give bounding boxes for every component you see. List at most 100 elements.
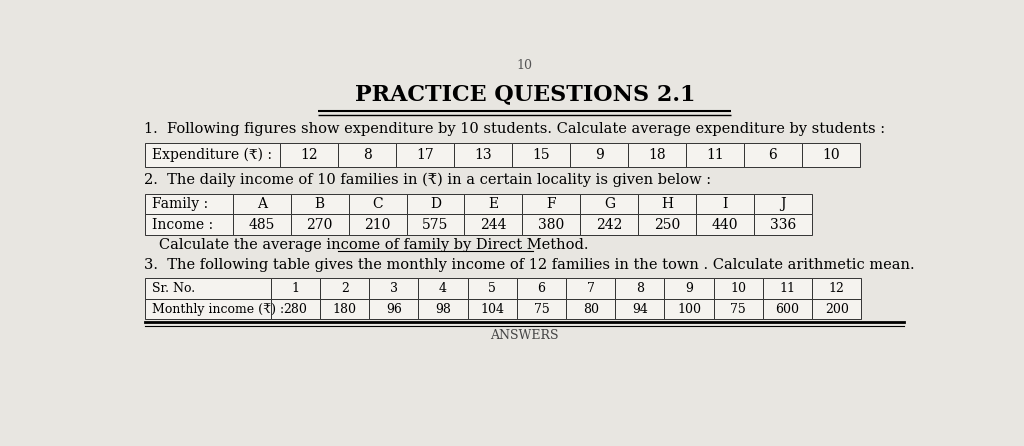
Text: 4: 4 <box>439 282 447 295</box>
Text: Family :: Family : <box>152 197 208 211</box>
Text: 485: 485 <box>249 218 274 231</box>
Bar <box>714 278 763 299</box>
Text: 2: 2 <box>341 282 348 295</box>
Text: Expenditure (₹) :: Expenditure (₹) : <box>152 148 271 162</box>
Text: A: A <box>257 197 266 211</box>
Bar <box>812 299 861 319</box>
Bar <box>145 299 270 319</box>
Text: 13: 13 <box>474 148 492 162</box>
Text: 575: 575 <box>422 218 449 231</box>
Text: 100: 100 <box>677 302 701 315</box>
Bar <box>665 299 714 319</box>
Bar <box>628 144 686 167</box>
Bar <box>581 214 638 235</box>
Bar <box>291 214 348 235</box>
Text: 1: 1 <box>292 282 299 295</box>
Text: I: I <box>723 197 728 211</box>
Text: 3: 3 <box>390 282 398 295</box>
Text: 94: 94 <box>632 302 648 315</box>
Text: ANSWERS: ANSWERS <box>490 329 559 342</box>
Text: 3.  The following table gives the monthly income of 12 families in the town . Ca: 3. The following table gives the monthly… <box>143 258 914 272</box>
Bar <box>512 144 570 167</box>
Bar <box>581 194 638 214</box>
Bar <box>455 144 512 167</box>
Bar <box>270 278 321 299</box>
Text: 180: 180 <box>333 302 356 315</box>
Text: 200: 200 <box>824 302 849 315</box>
Text: 98: 98 <box>435 302 451 315</box>
Bar <box>754 214 812 235</box>
Bar <box>468 299 517 319</box>
Text: J: J <box>780 197 785 211</box>
Text: 8: 8 <box>636 282 644 295</box>
Text: 280: 280 <box>284 302 307 315</box>
Bar <box>348 214 407 235</box>
Bar <box>696 194 754 214</box>
Text: 12: 12 <box>300 148 318 162</box>
Text: 440: 440 <box>712 218 738 231</box>
Text: F: F <box>547 197 556 211</box>
Bar <box>714 299 763 319</box>
Bar <box>743 144 802 167</box>
Bar <box>465 194 522 214</box>
Text: D: D <box>430 197 441 211</box>
Text: 17: 17 <box>417 148 434 162</box>
Text: B: B <box>314 197 325 211</box>
Text: C: C <box>373 197 383 211</box>
Bar <box>566 278 615 299</box>
Bar <box>517 278 566 299</box>
Bar <box>291 194 348 214</box>
Bar <box>232 194 291 214</box>
Text: 6: 6 <box>538 282 546 295</box>
Bar <box>686 144 743 167</box>
Text: PRACTICE QUESTIONS 2.1: PRACTICE QUESTIONS 2.1 <box>354 83 695 105</box>
Bar <box>232 214 291 235</box>
Bar <box>468 278 517 299</box>
Bar <box>407 214 465 235</box>
Bar <box>419 278 468 299</box>
Text: 336: 336 <box>770 218 797 231</box>
Text: Income :: Income : <box>152 218 213 231</box>
Text: 250: 250 <box>654 218 680 231</box>
Text: 96: 96 <box>386 302 401 315</box>
Text: 12: 12 <box>828 282 845 295</box>
Bar <box>270 299 321 319</box>
Text: 242: 242 <box>596 218 623 231</box>
Text: 10: 10 <box>822 148 840 162</box>
Text: H: H <box>662 197 673 211</box>
Bar <box>370 299 419 319</box>
Text: Sr. No.: Sr. No. <box>152 282 195 295</box>
Text: 11: 11 <box>706 148 724 162</box>
Text: 244: 244 <box>480 218 507 231</box>
Bar <box>522 214 581 235</box>
Text: 270: 270 <box>306 218 333 231</box>
Bar <box>566 299 615 319</box>
Bar <box>570 144 628 167</box>
Bar <box>665 278 714 299</box>
Bar <box>465 214 522 235</box>
Bar <box>754 194 812 214</box>
Text: 7: 7 <box>587 282 595 295</box>
Text: 5: 5 <box>488 282 497 295</box>
Text: 1.  Following figures show expenditure by 10 students. Calculate average expendi: 1. Following figures show expenditure by… <box>143 122 885 136</box>
Bar <box>321 299 370 319</box>
Bar <box>348 194 407 214</box>
Text: 75: 75 <box>534 302 549 315</box>
Text: 9: 9 <box>685 282 693 295</box>
Bar <box>145 144 281 167</box>
Bar <box>615 278 665 299</box>
Bar <box>763 278 812 299</box>
Text: 380: 380 <box>539 218 564 231</box>
Text: 10: 10 <box>517 59 532 72</box>
Bar <box>370 278 419 299</box>
Text: 80: 80 <box>583 302 599 315</box>
Bar <box>407 194 465 214</box>
Bar <box>638 194 696 214</box>
Bar <box>145 278 270 299</box>
Text: 75: 75 <box>730 302 746 315</box>
Text: 18: 18 <box>648 148 666 162</box>
Text: G: G <box>604 197 614 211</box>
Text: 10: 10 <box>730 282 746 295</box>
Bar <box>517 299 566 319</box>
Bar <box>812 278 861 299</box>
